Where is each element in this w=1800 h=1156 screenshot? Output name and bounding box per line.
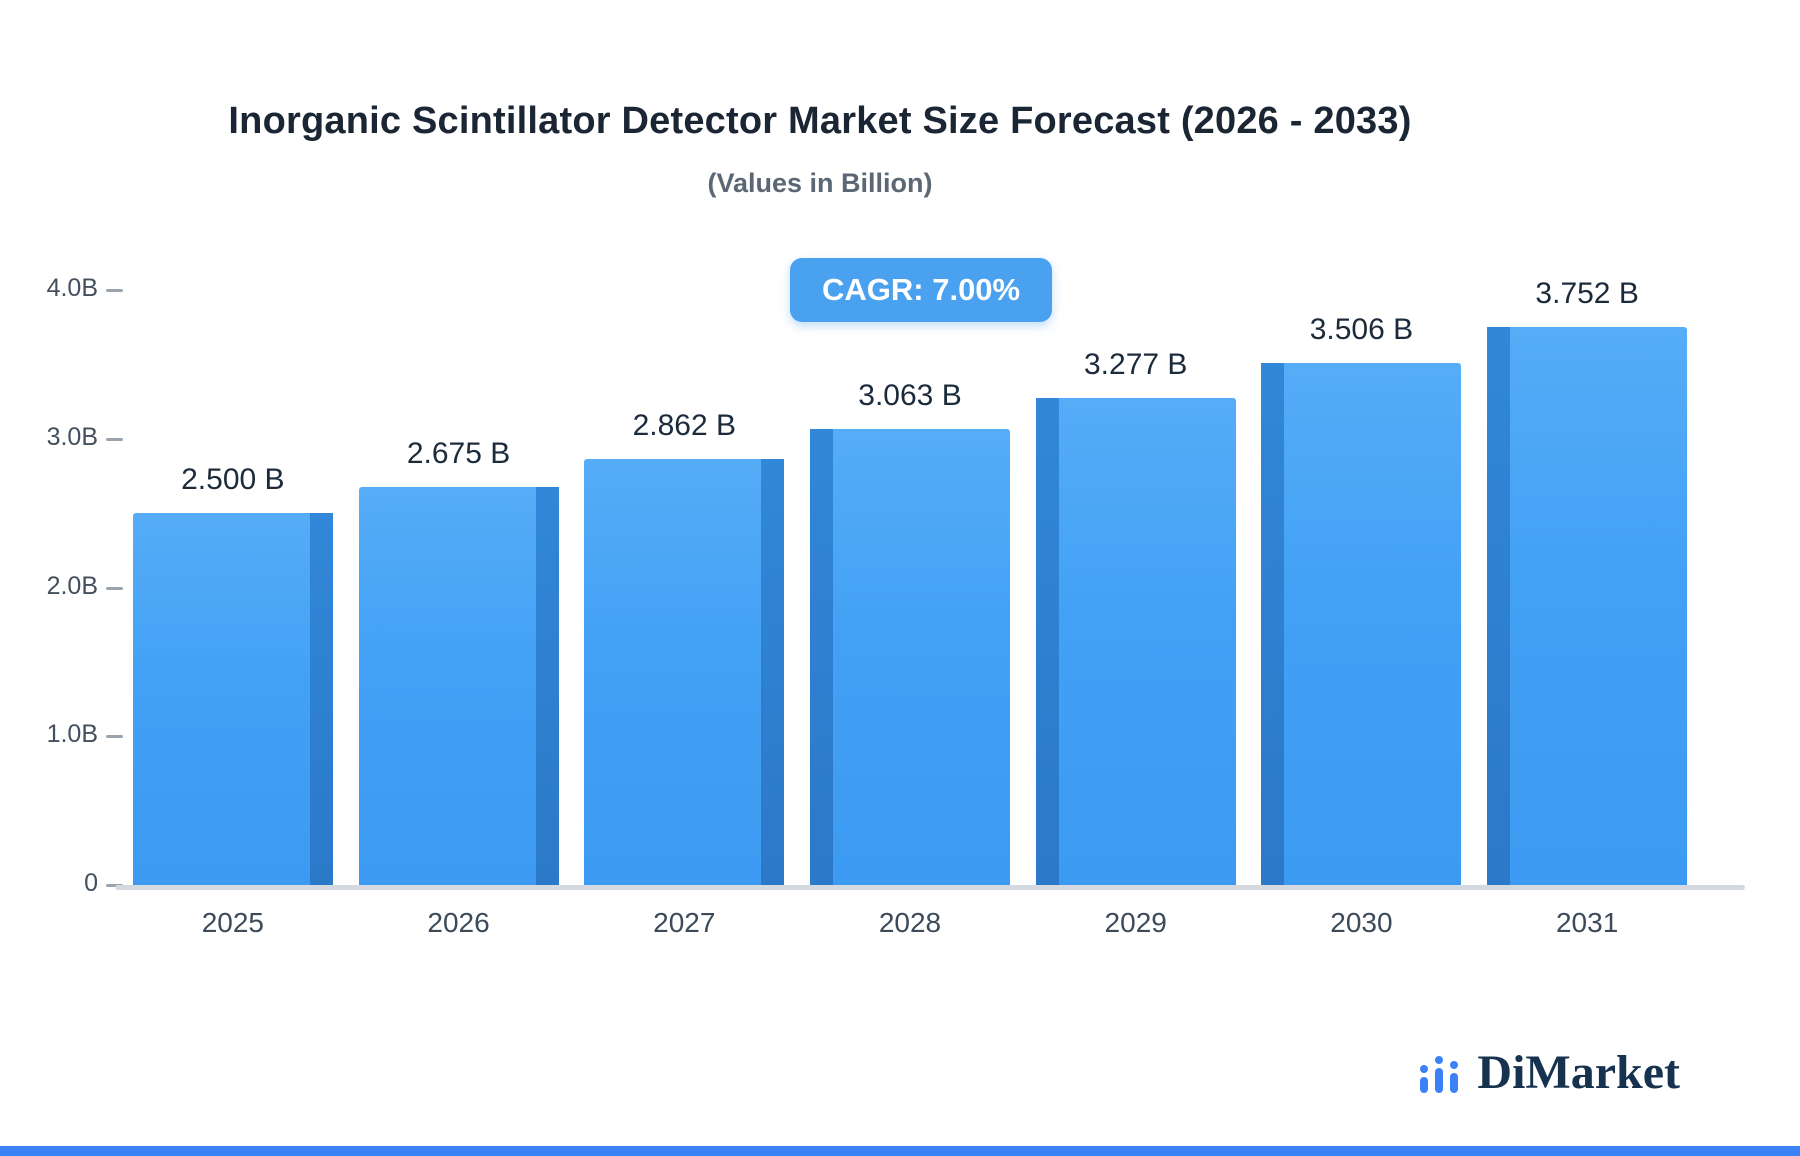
logo-text: DiMarket xyxy=(1477,1046,1680,1099)
dimarket-logo: DiMarket xyxy=(1415,1048,1680,1098)
y-axis-tick-label: 1.0B xyxy=(46,720,98,749)
x-axis-label: 2026 xyxy=(427,907,490,938)
bar-side-shade xyxy=(1487,326,1511,885)
y-axis-tick-label: 4.0B xyxy=(46,274,98,302)
bar-side-shade xyxy=(810,429,833,885)
bar-2027 xyxy=(584,459,785,885)
bar-value-label: 3.063 B xyxy=(858,379,962,413)
bar-value-label: 2.500 B xyxy=(181,463,285,497)
x-axis-label: 2027 xyxy=(653,907,716,938)
bar-2030 xyxy=(1261,363,1462,885)
bar-value-label: 3.752 B xyxy=(1535,276,1639,310)
bar-2031 xyxy=(1487,326,1688,885)
y-axis-tick-label: 3.0B xyxy=(46,422,98,451)
y-axis-tick-mark xyxy=(106,735,123,739)
y-axis-tick-mark xyxy=(106,586,123,590)
y-axis-tick-mark xyxy=(106,884,123,887)
bar-2029 xyxy=(1035,397,1236,885)
bar-side-shade xyxy=(1261,363,1285,885)
bar-value-label: 3.277 B xyxy=(1083,347,1188,381)
x-axis-label: 2028 xyxy=(878,907,942,938)
x-axis-label: 2029 xyxy=(1104,907,1167,938)
bar-side-shade xyxy=(761,459,785,885)
y-axis-tick-label: 2.0B xyxy=(46,571,98,600)
chart-subtitle: (Values in Billion) xyxy=(707,168,933,198)
chart-title: Inorganic Scintillator Detector Market S… xyxy=(228,100,1412,142)
bar-side-shade xyxy=(535,487,559,885)
bar-2028 xyxy=(810,429,1010,885)
bar-chart-icon xyxy=(1415,1048,1465,1098)
bar-value-label: 3.506 B xyxy=(1309,313,1414,347)
bar-2026 xyxy=(358,487,559,885)
y-axis-tick-mark xyxy=(106,437,123,441)
bar-2025 xyxy=(132,513,333,885)
x-axis-label: 2025 xyxy=(201,907,264,938)
x-axis-baseline xyxy=(115,885,1745,890)
bottom-accent-bar xyxy=(0,1146,1800,1156)
cagr-badge: CAGR: 7.00% xyxy=(790,258,1053,322)
y-axis-tick-mark xyxy=(106,289,123,292)
x-axis-label: 2030 xyxy=(1330,907,1393,938)
bar-side-shade xyxy=(1035,397,1059,885)
bar-value-label: 2.862 B xyxy=(632,409,736,443)
bar-side-shade xyxy=(309,513,333,885)
x-axis-label: 2031 xyxy=(1555,907,1619,938)
bar-value-label: 2.675 B xyxy=(406,437,511,471)
y-axis-tick-label: 0 xyxy=(84,869,98,897)
